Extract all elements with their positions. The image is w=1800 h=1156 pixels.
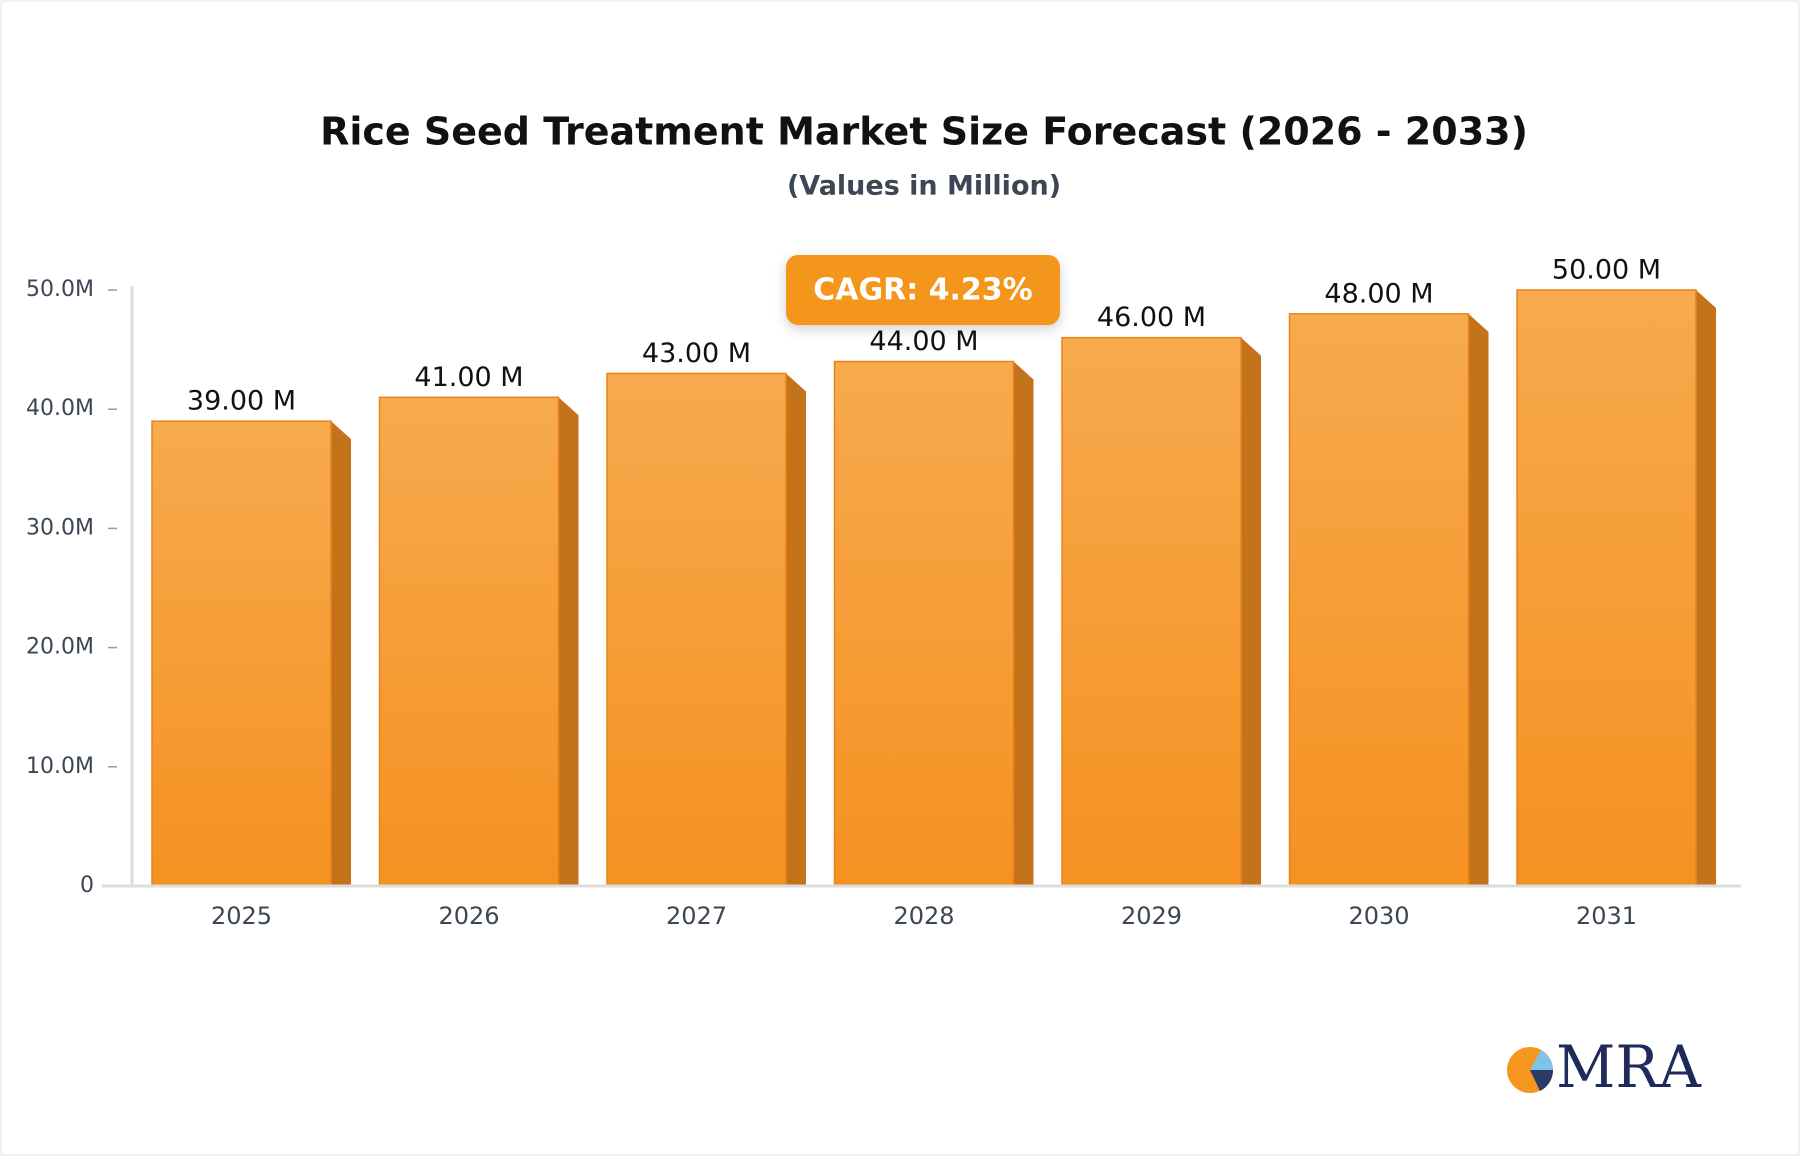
x-tick-label: 2028 — [893, 902, 954, 930]
y-tick-label: 50.0M — [26, 277, 94, 302]
bar — [151, 420, 332, 887]
bar — [1516, 289, 1697, 887]
bar-side — [1468, 313, 1489, 887]
bar — [833, 360, 1015, 887]
y-tick-label: 10.0M — [26, 754, 94, 779]
logo-text: MRA — [1556, 1033, 1702, 1101]
bar — [378, 396, 560, 887]
annotation: CAGR: 4.23% — [813, 273, 1032, 308]
bar-side — [558, 397, 579, 886]
bar — [1288, 313, 1470, 887]
y-tick-label: 20.0M — [26, 635, 94, 660]
annotation-box — [786, 255, 1060, 325]
logo-icon-slice — [1530, 1050, 1553, 1070]
y-tick-label: 30.0M — [26, 515, 94, 540]
y-tick-label: 0 — [80, 873, 94, 898]
value-label: 50.00 M — [1552, 255, 1661, 286]
logo: MRA — [1507, 1033, 1702, 1101]
bar-side — [1696, 290, 1716, 886]
logo-icon-slice — [1530, 1070, 1554, 1091]
chart-subtitle: (Values in Million) — [787, 171, 1061, 202]
y-tick-label: 40.0M — [26, 396, 94, 421]
value-label: 48.00 M — [1324, 278, 1433, 309]
x-tick-label: 2026 — [438, 902, 499, 930]
x-tick-label: 2029 — [1121, 902, 1182, 930]
bar-side — [786, 373, 806, 886]
value-label: 41.00 M — [414, 362, 523, 393]
bar-side — [331, 421, 351, 886]
bar — [606, 372, 787, 887]
x-tick-label: 2030 — [1348, 902, 1409, 930]
value-label: 46.00 M — [1097, 302, 1206, 333]
x-tick-label: 2025 — [211, 902, 272, 930]
chart-title: Rice Seed Treatment Market Size Forecast… — [320, 110, 1528, 154]
value-label: 39.00 M — [187, 386, 296, 417]
bar-side — [1013, 361, 1034, 886]
value-label: 44.00 M — [869, 326, 978, 357]
x-tick-label: 2031 — [1576, 902, 1637, 930]
bar-side — [1241, 337, 1261, 886]
bar — [1061, 336, 1242, 887]
value-label: 43.00 M — [642, 338, 751, 369]
x-tick-label: 2027 — [666, 902, 727, 930]
